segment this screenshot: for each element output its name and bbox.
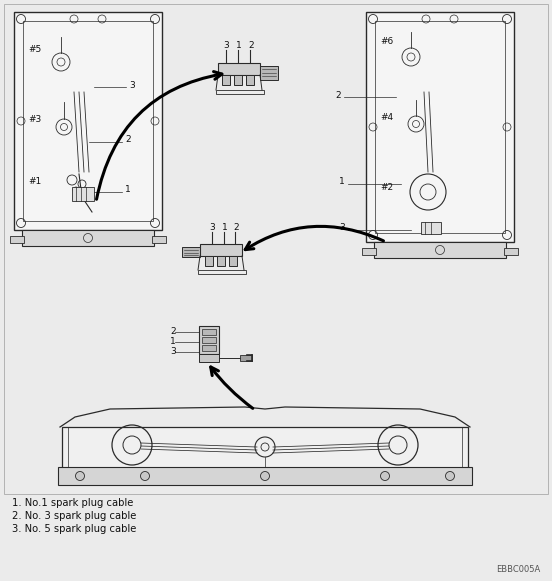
Text: 3: 3: [129, 81, 135, 89]
Bar: [199, 354, 219, 362]
Bar: [202, 345, 216, 351]
Bar: [229, 256, 237, 266]
Bar: [14, 12, 162, 230]
Bar: [4, 4, 548, 494]
Text: 2: 2: [170, 328, 176, 336]
Bar: [366, 12, 514, 242]
Text: 1: 1: [222, 224, 228, 232]
Text: #4: #4: [380, 113, 393, 121]
Bar: [182, 247, 200, 257]
Text: 3: 3: [339, 224, 345, 232]
Circle shape: [445, 472, 454, 480]
Text: 1. No.1 spark plug cable: 1. No.1 spark plug cable: [12, 498, 134, 508]
Circle shape: [141, 472, 150, 480]
Bar: [10, 236, 24, 243]
Bar: [374, 242, 506, 258]
Bar: [152, 236, 166, 243]
Bar: [218, 63, 260, 75]
Circle shape: [261, 472, 269, 480]
Bar: [240, 355, 252, 361]
Text: 3: 3: [223, 41, 229, 51]
Text: #6: #6: [380, 38, 393, 46]
Bar: [504, 248, 518, 255]
Bar: [198, 270, 246, 274]
Bar: [217, 256, 225, 266]
Bar: [234, 75, 242, 85]
Bar: [202, 329, 216, 335]
Text: #3: #3: [28, 116, 41, 124]
Text: 1: 1: [170, 338, 176, 346]
Circle shape: [380, 472, 390, 480]
Text: 3: 3: [170, 347, 176, 357]
Circle shape: [76, 472, 84, 480]
Text: 3: 3: [209, 224, 215, 232]
Bar: [202, 337, 216, 343]
Text: 1: 1: [339, 178, 345, 187]
Text: 3. No. 5 spark plug cable: 3. No. 5 spark plug cable: [12, 524, 136, 534]
Bar: [421, 222, 441, 234]
Bar: [62, 427, 468, 483]
Bar: [199, 326, 219, 354]
Bar: [362, 248, 376, 255]
Text: #2: #2: [380, 182, 393, 192]
Text: #5: #5: [28, 45, 41, 55]
Text: 2: 2: [248, 41, 253, 51]
Bar: [260, 66, 278, 80]
Bar: [58, 467, 472, 485]
Bar: [22, 230, 154, 246]
Text: 2: 2: [233, 224, 238, 232]
Text: 2. No. 3 spark plug cable: 2. No. 3 spark plug cable: [12, 511, 136, 521]
Bar: [23, 21, 153, 221]
Bar: [72, 187, 94, 201]
Bar: [222, 75, 230, 85]
Text: 1: 1: [236, 41, 242, 51]
Bar: [200, 244, 242, 256]
Text: EBBC005A: EBBC005A: [496, 565, 540, 574]
Text: 1: 1: [125, 185, 131, 195]
Text: 2: 2: [125, 135, 131, 145]
Bar: [216, 90, 264, 94]
Bar: [205, 256, 213, 266]
Bar: [246, 75, 254, 85]
Text: #1: #1: [28, 178, 41, 187]
Bar: [375, 21, 505, 233]
Text: 2: 2: [336, 91, 341, 99]
